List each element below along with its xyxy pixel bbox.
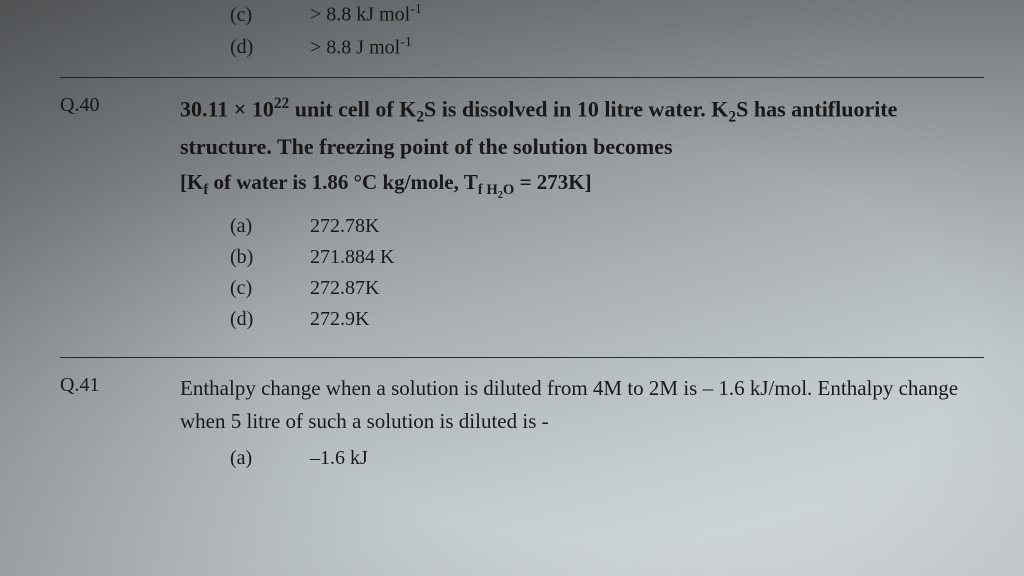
option-row: (d) > 8.8 J mol-1 <box>230 35 984 60</box>
option-row: (b) 271.884 K <box>230 246 984 269</box>
option-label: (d) <box>230 36 310 59</box>
question-body: 30.11 × 1022 unit cell of K2S is dissolv… <box>180 92 984 339</box>
previous-question-options: (c) > 8.8 kJ mol-1 (d) > 8.8 J mol-1 <box>60 0 984 59</box>
option-text: 272.87K <box>310 277 379 300</box>
question-41: Q.41 Enthalpy change when a solution is … <box>60 372 984 478</box>
question-stem: Enthalpy change when a solution is dilut… <box>180 372 984 437</box>
option-text: –1.6 kJ <box>310 447 368 470</box>
question-stem: 30.11 × 1022 unit cell of K2S is dissolv… <box>180 92 984 164</box>
option-text: 272.78K <box>310 215 379 238</box>
option-row: (a) –1.6 kJ <box>230 447 984 470</box>
option-label: (a) <box>230 215 310 238</box>
question-bracket-info: [Kf of water is 1.86 °C kg/mole, Tf H2O … <box>180 170 984 201</box>
question-divider <box>60 357 984 358</box>
question-number: Q.40 <box>60 92 180 339</box>
option-label: (c) <box>230 4 310 27</box>
question-body: Enthalpy change when a solution is dilut… <box>180 372 984 478</box>
option-row: (c) 272.87K <box>230 277 984 300</box>
option-text: 272.9K <box>310 308 369 331</box>
option-text: > 8.8 kJ mol-1 <box>310 2 422 27</box>
option-row: (a) 272.78K <box>230 215 984 238</box>
option-label: (b) <box>230 246 310 269</box>
question-41-options: (a) –1.6 kJ <box>180 447 984 470</box>
option-row: (c) > 8.8 kJ mol-1 <box>230 2 984 27</box>
question-40: Q.40 30.11 × 1022 unit cell of K2S is di… <box>60 92 984 339</box>
option-label: (d) <box>230 308 310 331</box>
option-row: (d) 272.9K <box>230 308 984 331</box>
option-text: 271.884 K <box>310 246 394 269</box>
option-label: (a) <box>230 447 310 470</box>
option-label: (c) <box>230 277 310 300</box>
question-divider <box>60 77 984 78</box>
question-number: Q.41 <box>60 372 180 478</box>
option-text: > 8.8 J mol-1 <box>310 35 412 60</box>
question-40-options: (a) 272.78K (b) 271.884 K (c) 272.87K (d… <box>180 215 984 331</box>
